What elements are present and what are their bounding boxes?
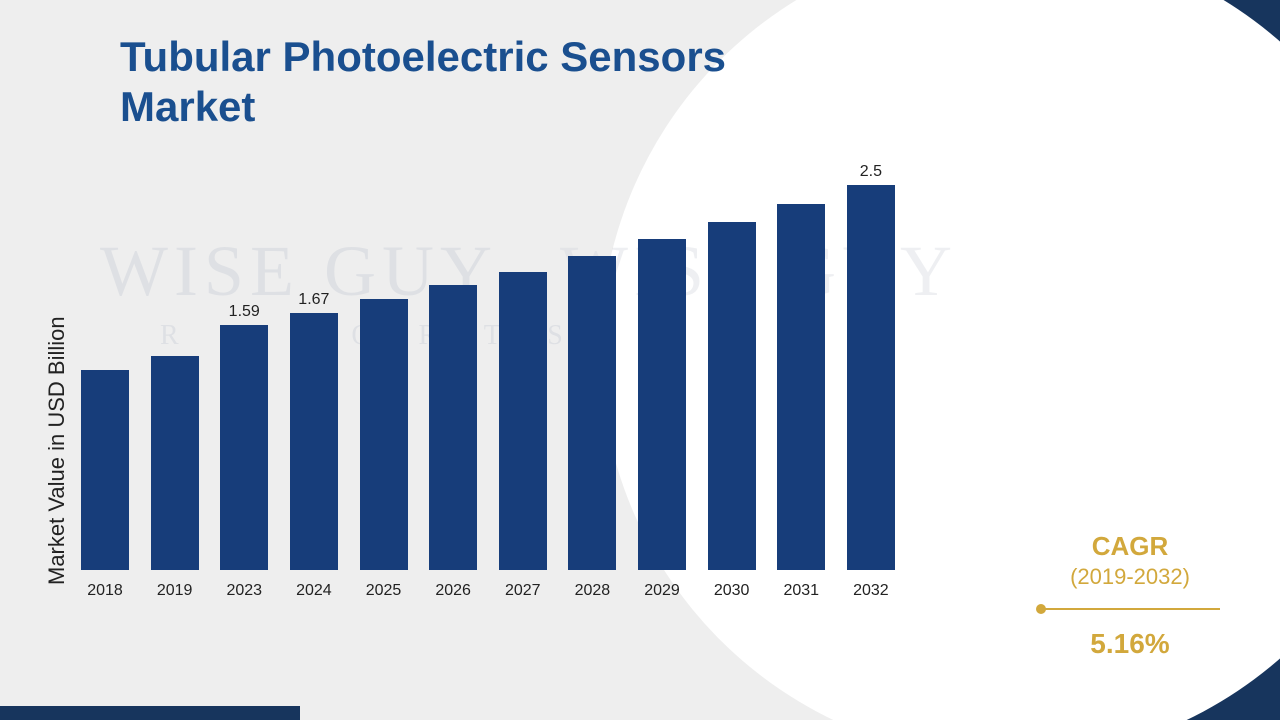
cagr-range: (2019-2032) (1020, 564, 1240, 590)
x-tick: 2028 (565, 582, 619, 600)
cagr-value: 5.16% (1020, 628, 1240, 660)
bar-2025 (357, 299, 411, 570)
bar-rect (499, 272, 547, 570)
bar-rect (290, 313, 338, 570)
x-tick: 2018 (78, 582, 132, 600)
bar-rect (429, 285, 477, 570)
bar-value-label: 1.59 (229, 303, 260, 321)
chart-title: Tubular Photoelectric Sensors Market (120, 32, 730, 133)
bar-2019 (148, 356, 202, 570)
bar-2023: 1.59 (217, 303, 271, 570)
bar-rect (638, 239, 686, 570)
bar-value-label: 1.67 (298, 291, 329, 309)
bar-value-label: 2.5 (860, 163, 882, 181)
bar-2024: 1.67 (287, 291, 341, 570)
bar-rect (81, 370, 129, 570)
x-axis: 2018 2019 2023 2024 2025 2026 2027 2028 2029 2030… (78, 582, 898, 600)
cagr-divider-icon (1040, 608, 1220, 610)
x-tick: 2025 (357, 582, 411, 600)
x-tick: 2023 (217, 582, 271, 600)
bar-rect (568, 256, 616, 570)
brand-logo: WISE GUY R E P O R T S (1010, 28, 1250, 78)
y-axis-label: Market Value in USD Billion (44, 316, 70, 585)
head-dots-icon (1184, 22, 1254, 112)
bar-2027 (496, 272, 550, 570)
bar-2026 (426, 285, 480, 570)
x-tick: 2032 (844, 582, 898, 600)
bar-chart: 1.591.672.5 2018201920232024202520262027… (78, 170, 898, 600)
bars-container: 1.591.672.5 (78, 170, 898, 570)
cagr-title: CAGR (1020, 531, 1240, 562)
bar-rect (151, 356, 199, 570)
x-tick: 2019 (148, 582, 202, 600)
bar-rect (777, 204, 825, 570)
bar-2030 (705, 222, 759, 570)
bar-rect (708, 222, 756, 570)
x-tick: 2026 (426, 582, 480, 600)
bar-2032: 2.5 (844, 163, 898, 570)
x-tick: 2030 (705, 582, 759, 600)
x-tick: 2031 (774, 582, 828, 600)
bar-rect (360, 299, 408, 570)
bar-2018 (78, 370, 132, 570)
bar-rect (220, 325, 268, 570)
cagr-block: CAGR (2019-2032) 5.16% (1020, 531, 1240, 660)
bar-rect (847, 185, 895, 570)
x-tick: 2027 (496, 582, 550, 600)
bar-2031 (774, 204, 828, 570)
bottom-strip (0, 706, 300, 720)
x-tick: 2029 (635, 582, 689, 600)
bar-2029 (635, 239, 689, 570)
x-tick: 2024 (287, 582, 341, 600)
bar-2028 (565, 256, 619, 570)
